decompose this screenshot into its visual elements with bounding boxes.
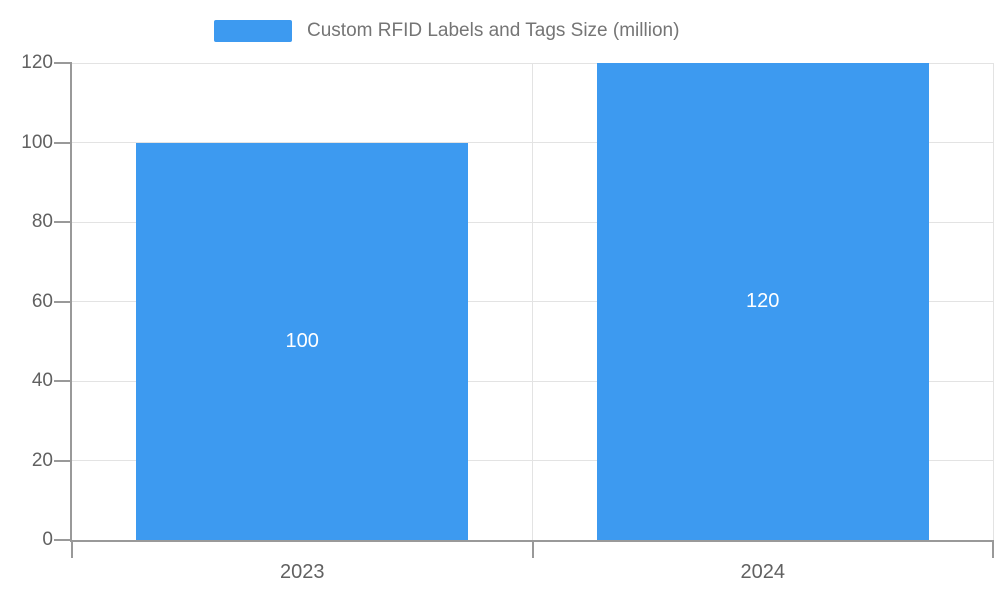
x-axis-tick xyxy=(992,540,994,558)
y-tick-label: 40 xyxy=(31,370,53,391)
bar-2024[interactable]: 120 xyxy=(596,63,929,540)
legend-label: Custom RFID Labels and Tags Size (millio… xyxy=(307,20,680,41)
y-axis-tick xyxy=(54,141,72,144)
x-axis-line xyxy=(70,540,993,542)
y-tick-label: 100 xyxy=(21,131,53,153)
y-axis-tick xyxy=(54,62,72,64)
y-axis-tick xyxy=(54,539,72,541)
y-tick-label: 60 xyxy=(31,290,53,312)
x-axis-label: 2023 xyxy=(280,561,325,583)
y-axis-tick xyxy=(54,221,72,223)
y-tick-label: 80 xyxy=(31,211,53,232)
x-axis-label: 2024 xyxy=(740,561,786,583)
y-axis-tick xyxy=(54,380,72,382)
bar-2023[interactable]: 100 xyxy=(136,142,469,540)
x-axis-tick xyxy=(71,540,73,558)
bar-value-label: 120 xyxy=(746,290,780,312)
bar-value-label: 100 xyxy=(285,329,319,352)
y-axis-tick xyxy=(54,300,72,303)
y-tick-label: 0 xyxy=(42,529,53,550)
y-axis-line xyxy=(70,63,72,542)
y-axis-tick xyxy=(54,459,72,462)
gridline xyxy=(992,63,994,540)
chart-legend[interactable]: Custom RFID Labels and Tags Size (millio… xyxy=(214,20,679,42)
gridline xyxy=(532,63,533,540)
y-tick-label: 120 xyxy=(21,52,53,73)
y-tick-label: 20 xyxy=(31,449,53,471)
legend-swatch xyxy=(214,20,292,42)
x-axis-tick xyxy=(531,540,534,558)
